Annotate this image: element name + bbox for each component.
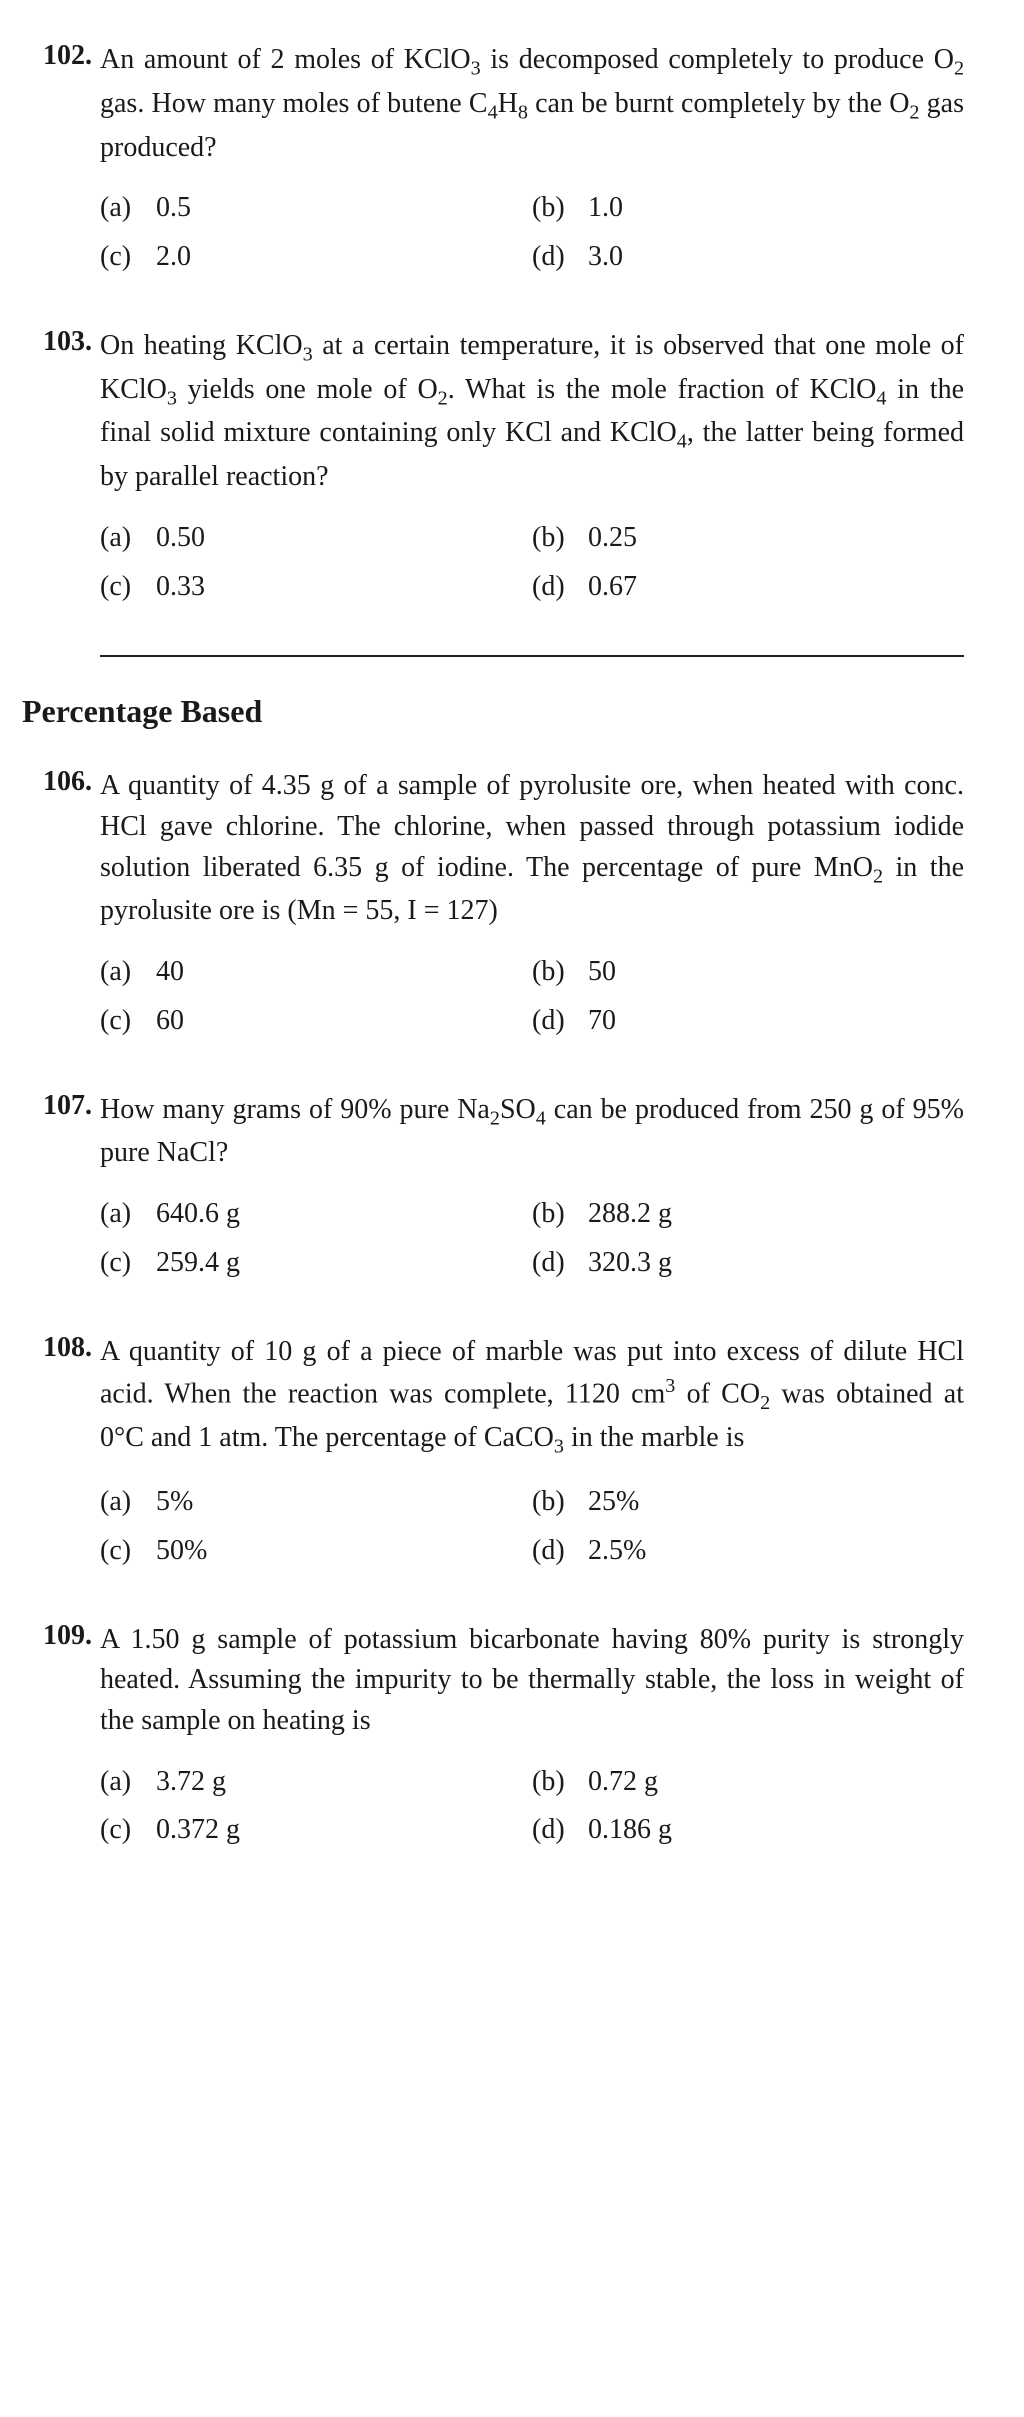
option-value: 40 (156, 950, 184, 995)
option-label: (d) (532, 235, 588, 280)
option-value: 640.6 g (156, 1192, 240, 1237)
option-b: (b)1.0 (532, 186, 964, 231)
question-text: On heating KClO3 at a certain temperatur… (100, 326, 964, 498)
question-text: A 1.50 g sample of potassium bicarbonate… (100, 1620, 964, 1742)
question-102: 102. An amount of 2 moles of KClO3 is de… (100, 40, 964, 284)
option-a: (a)3.72 g (100, 1760, 532, 1805)
option-value: 0.33 (156, 565, 205, 610)
option-value: 1.0 (588, 186, 623, 231)
question-text: A quantity of 10 g of a piece of marble … (100, 1332, 964, 1463)
option-c: (c)50% (100, 1529, 532, 1574)
option-label: (b) (532, 186, 588, 231)
option-value: 320.3 g (588, 1241, 672, 1286)
option-label: (d) (532, 1241, 588, 1286)
options-row: (a)0.5 (b)1.0 (c)2.0 (d)3.0 (100, 186, 964, 284)
option-value: 0.72 g (588, 1760, 658, 1805)
question-number: 106. (22, 766, 92, 798)
option-label: (c) (100, 1808, 156, 1853)
option-label: (a) (100, 950, 156, 995)
option-value: 5% (156, 1480, 193, 1525)
option-value: 3.72 g (156, 1760, 226, 1805)
option-label: (b) (532, 1192, 588, 1237)
option-label: (c) (100, 1529, 156, 1574)
section-divider (100, 655, 964, 657)
option-value: 50% (156, 1529, 207, 1574)
option-b: (b)50 (532, 950, 964, 995)
option-a: (a)0.50 (100, 516, 532, 561)
option-d: (d)0.186 g (532, 1808, 964, 1853)
option-value: 3.0 (588, 235, 623, 280)
option-label: (d) (532, 1529, 588, 1574)
question-106: 106. A quantity of 4.35 g of a sample of… (100, 766, 964, 1047)
option-label: (a) (100, 186, 156, 231)
question-number: 107. (22, 1090, 92, 1122)
option-value: 0.67 (588, 565, 637, 610)
option-label: (a) (100, 1192, 156, 1237)
option-value: 259.4 g (156, 1241, 240, 1286)
question-text: A quantity of 4.35 g of a sample of pyro… (100, 766, 964, 932)
option-label: (d) (532, 999, 588, 1044)
option-value: 0.186 g (588, 1808, 672, 1853)
options-row: (a)640.6 g (b)288.2 g (c)259.4 g (d)320.… (100, 1192, 964, 1290)
options-row: (a)0.50 (b)0.25 (c)0.33 (d)0.67 (100, 516, 964, 614)
option-label: (b) (532, 1760, 588, 1805)
option-b: (b)25% (532, 1480, 964, 1525)
option-d: (d)70 (532, 999, 964, 1044)
option-label: (d) (532, 1808, 588, 1853)
option-value: 70 (588, 999, 616, 1044)
question-number: 102. (22, 40, 92, 72)
option-label: (a) (100, 1760, 156, 1805)
option-label: (c) (100, 999, 156, 1044)
question-number: 103. (22, 326, 92, 358)
option-b: (b)288.2 g (532, 1192, 964, 1237)
option-a: (a)0.5 (100, 186, 532, 231)
option-c: (c)2.0 (100, 235, 532, 280)
option-label: (c) (100, 1241, 156, 1286)
option-label: (a) (100, 1480, 156, 1525)
option-value: 50 (588, 950, 616, 995)
option-c: (c)0.33 (100, 565, 532, 610)
question-103: 103. On heating KClO3 at a certain tempe… (100, 326, 964, 614)
question-number: 108. (22, 1332, 92, 1364)
question-text: An amount of 2 moles of KClO3 is decompo… (100, 40, 964, 168)
option-a: (a)5% (100, 1480, 532, 1525)
option-value: 0.25 (588, 516, 637, 561)
options-row: (a)5% (b)25% (c)50% (d)2.5% (100, 1480, 964, 1578)
option-label: (a) (100, 516, 156, 561)
question-109: 109. A 1.50 g sample of potassium bicarb… (100, 1620, 964, 1857)
option-b: (b)0.72 g (532, 1760, 964, 1805)
option-a: (a)640.6 g (100, 1192, 532, 1237)
option-a: (a)40 (100, 950, 532, 995)
option-value: 2.5% (588, 1529, 646, 1574)
option-label: (b) (532, 950, 588, 995)
question-108: 108. A quantity of 10 g of a piece of ma… (100, 1332, 964, 1578)
option-value: 2.0 (156, 235, 191, 280)
option-value: 25% (588, 1480, 639, 1525)
question-number: 109. (22, 1620, 92, 1652)
question-107: 107. How many grams of 90% pure Na2SO4 c… (100, 1090, 964, 1290)
option-value: 0.50 (156, 516, 205, 561)
option-c: (c)60 (100, 999, 532, 1044)
option-value: 0.372 g (156, 1808, 240, 1853)
option-label: (b) (532, 1480, 588, 1525)
option-c: (c)259.4 g (100, 1241, 532, 1286)
option-label: (c) (100, 565, 156, 610)
option-d: (d)0.67 (532, 565, 964, 610)
option-d: (d)320.3 g (532, 1241, 964, 1286)
options-row: (a)3.72 g (b)0.72 g (c)0.372 g (d)0.186 … (100, 1760, 964, 1858)
option-value: 0.5 (156, 186, 191, 231)
option-d: (d)3.0 (532, 235, 964, 280)
section-heading: Percentage Based (22, 693, 964, 730)
option-value: 288.2 g (588, 1192, 672, 1237)
option-value: 60 (156, 999, 184, 1044)
option-c: (c)0.372 g (100, 1808, 532, 1853)
option-label: (c) (100, 235, 156, 280)
question-text: How many grams of 90% pure Na2SO4 can be… (100, 1090, 964, 1174)
option-b: (b)0.25 (532, 516, 964, 561)
options-row: (a)40 (b)50 (c)60 (d)70 (100, 950, 964, 1048)
option-d: (d)2.5% (532, 1529, 964, 1574)
option-label: (b) (532, 516, 588, 561)
option-label: (d) (532, 565, 588, 610)
